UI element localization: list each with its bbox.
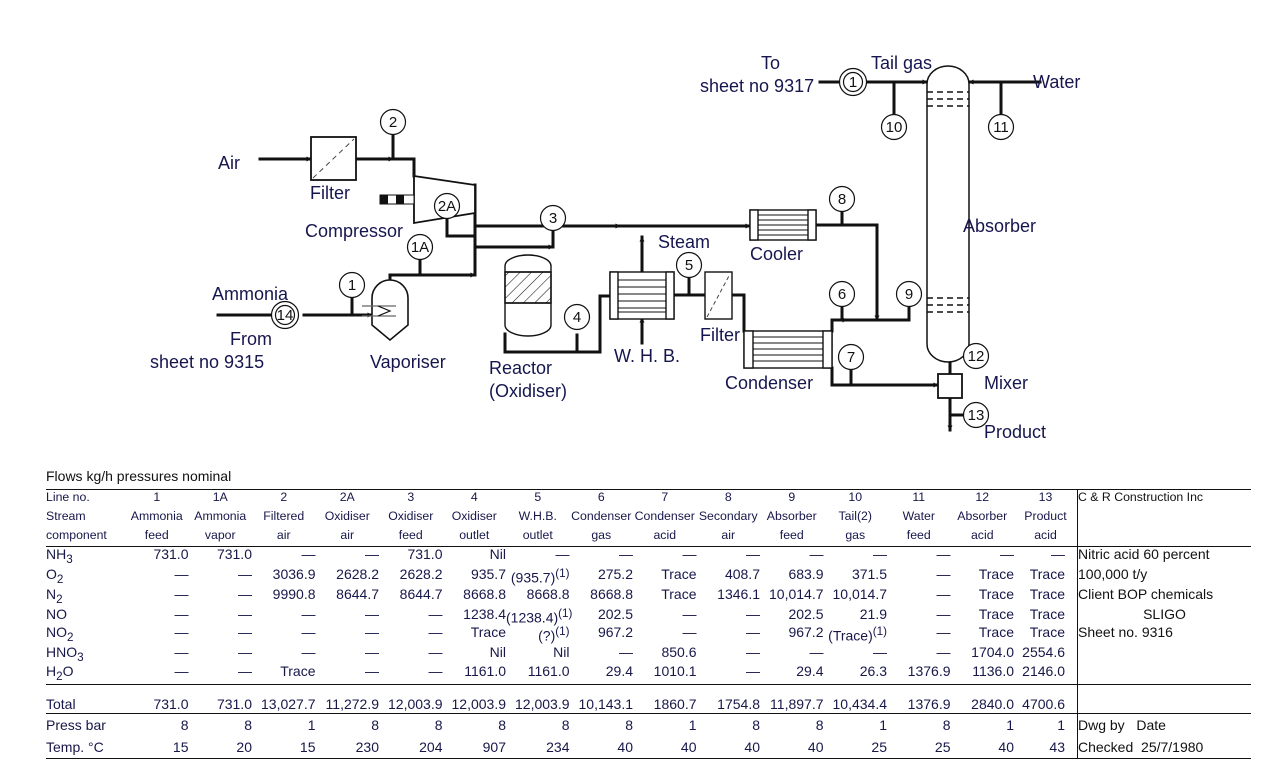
svg-text:7: 7 xyxy=(847,349,855,366)
svg-text:W. H. B.: W. H. B. xyxy=(614,346,680,366)
svg-text:2A: 2A xyxy=(438,198,456,215)
svg-text:8: 8 xyxy=(838,191,846,208)
svg-text:Vaporiser: Vaporiser xyxy=(370,352,446,372)
svg-text:1A: 1A xyxy=(411,239,429,256)
svg-text:13: 13 xyxy=(968,407,985,424)
svg-text:1: 1 xyxy=(348,277,356,294)
svg-text:Condenser: Condenser xyxy=(725,373,813,393)
svg-text:Filter: Filter xyxy=(310,183,350,203)
svg-text:2: 2 xyxy=(389,114,397,131)
svg-text:Ammonia: Ammonia xyxy=(212,284,289,304)
svg-text:Filter: Filter xyxy=(700,325,740,345)
svg-text:Tail gas: Tail gas xyxy=(871,53,932,73)
svg-text:Air: Air xyxy=(218,153,240,173)
svg-text:To: To xyxy=(761,53,780,73)
svg-text:From: From xyxy=(230,329,272,349)
svg-text:5: 5 xyxy=(685,257,693,274)
svg-text:4: 4 xyxy=(573,309,581,326)
svg-text:11: 11 xyxy=(993,119,1009,136)
svg-text:3: 3 xyxy=(549,210,557,227)
svg-text:Steam: Steam xyxy=(658,232,710,252)
svg-text:Water: Water xyxy=(1033,72,1080,92)
svg-text:Compressor: Compressor xyxy=(305,221,403,241)
svg-text:10: 10 xyxy=(886,119,903,136)
svg-text:Product: Product xyxy=(984,422,1046,442)
svg-text:9: 9 xyxy=(905,286,913,303)
svg-text:sheet no 9315: sheet no 9315 xyxy=(150,352,264,372)
svg-text:12: 12 xyxy=(968,348,985,365)
svg-text:Cooler: Cooler xyxy=(750,244,803,264)
svg-text:1: 1 xyxy=(849,74,857,91)
svg-text:6: 6 xyxy=(838,286,846,303)
svg-text:14: 14 xyxy=(277,307,294,324)
svg-text:Reactor: Reactor xyxy=(489,358,552,378)
svg-text:Mixer: Mixer xyxy=(984,373,1028,393)
svg-text:sheet no 9317: sheet no 9317 xyxy=(700,76,814,96)
svg-text:Absorber: Absorber xyxy=(963,216,1036,236)
svg-text:(Oxidiser): (Oxidiser) xyxy=(489,381,567,401)
